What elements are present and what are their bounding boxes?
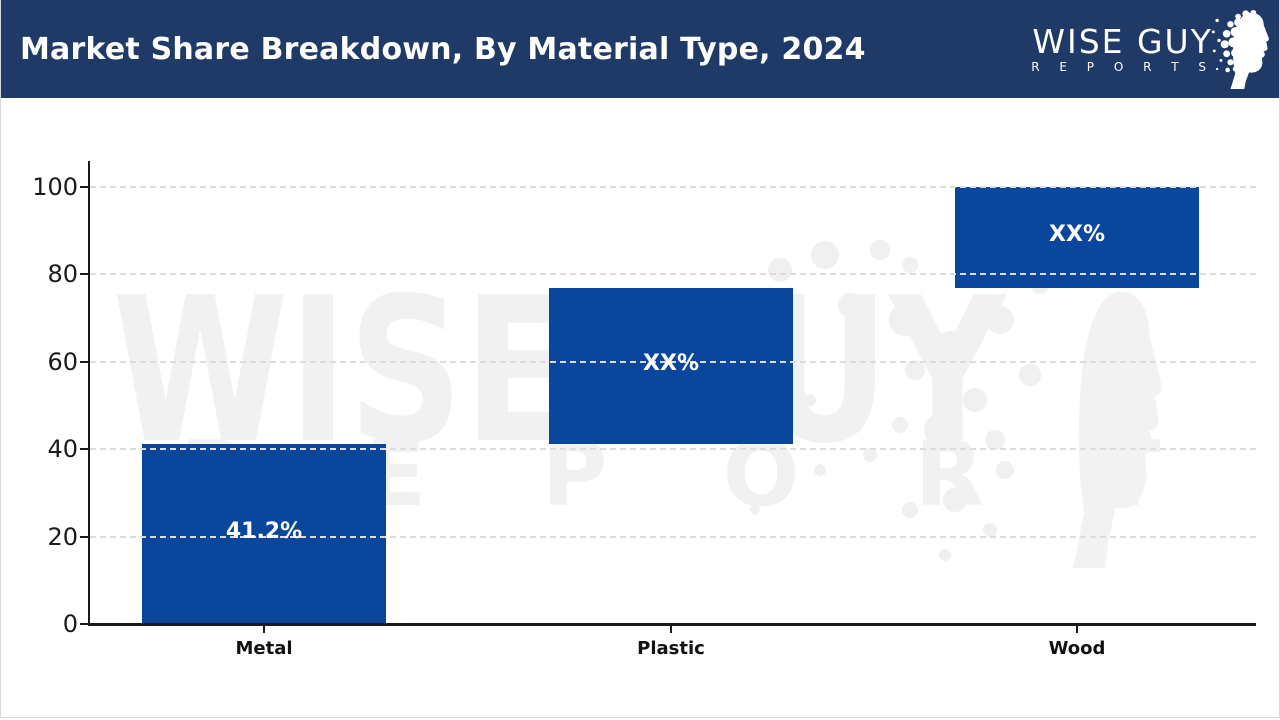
y-tick-mark	[80, 273, 88, 276]
y-tick-label: 40	[47, 435, 78, 464]
bar-plastic	[549, 287, 793, 444]
y-tick-label: 60	[47, 347, 78, 376]
logo-face-icon	[1211, 9, 1269, 89]
logo-wordmark: WISE GUY	[1032, 21, 1213, 61]
gridline-80	[90, 273, 1256, 276]
logo-reports-text: R E P O R T S	[1031, 60, 1214, 75]
y-axis-line	[88, 161, 90, 625]
x-axis-line	[88, 623, 1256, 626]
y-tick-mark	[80, 535, 88, 538]
y-tick-label: 20	[47, 522, 78, 551]
bar-wood	[955, 187, 1199, 288]
y-tick-label: 0	[62, 610, 78, 638]
logo: WISE GUY R E P O R T S	[1031, 6, 1272, 92]
gridline-60	[90, 360, 1256, 363]
x-tick-label-metal: Metal	[235, 638, 293, 659]
watermark-face	[1073, 291, 1162, 568]
x-tick-mark	[263, 626, 265, 633]
gridline-100	[90, 186, 1256, 188]
x-tick-mark	[670, 626, 672, 633]
x-tick-label-wood: Wood	[1048, 638, 1106, 659]
y-tick-mark	[80, 448, 88, 451]
chart-title: Market Share Breakdown, By Material Type…	[20, 31, 866, 67]
bar-metal	[142, 443, 386, 624]
x-tick-label-plastic: Plastic	[637, 638, 705, 659]
y-tick-mark	[80, 360, 88, 363]
y-tick-mark	[80, 623, 88, 625]
bar-value-label: XX%	[643, 350, 699, 376]
x-tick-mark	[1076, 626, 1078, 633]
bar-value-label: 41.2%	[225, 518, 303, 544]
y-tick-label: 100	[32, 173, 78, 201]
y-tick-mark	[80, 186, 88, 188]
y-tick-label: 80	[47, 260, 78, 289]
gridline-40	[90, 448, 1256, 451]
gridline-20	[90, 535, 1256, 538]
bar-value-label: XX%	[1049, 222, 1105, 248]
header: Market Share Breakdown, By Material Type…	[0, 0, 1280, 98]
